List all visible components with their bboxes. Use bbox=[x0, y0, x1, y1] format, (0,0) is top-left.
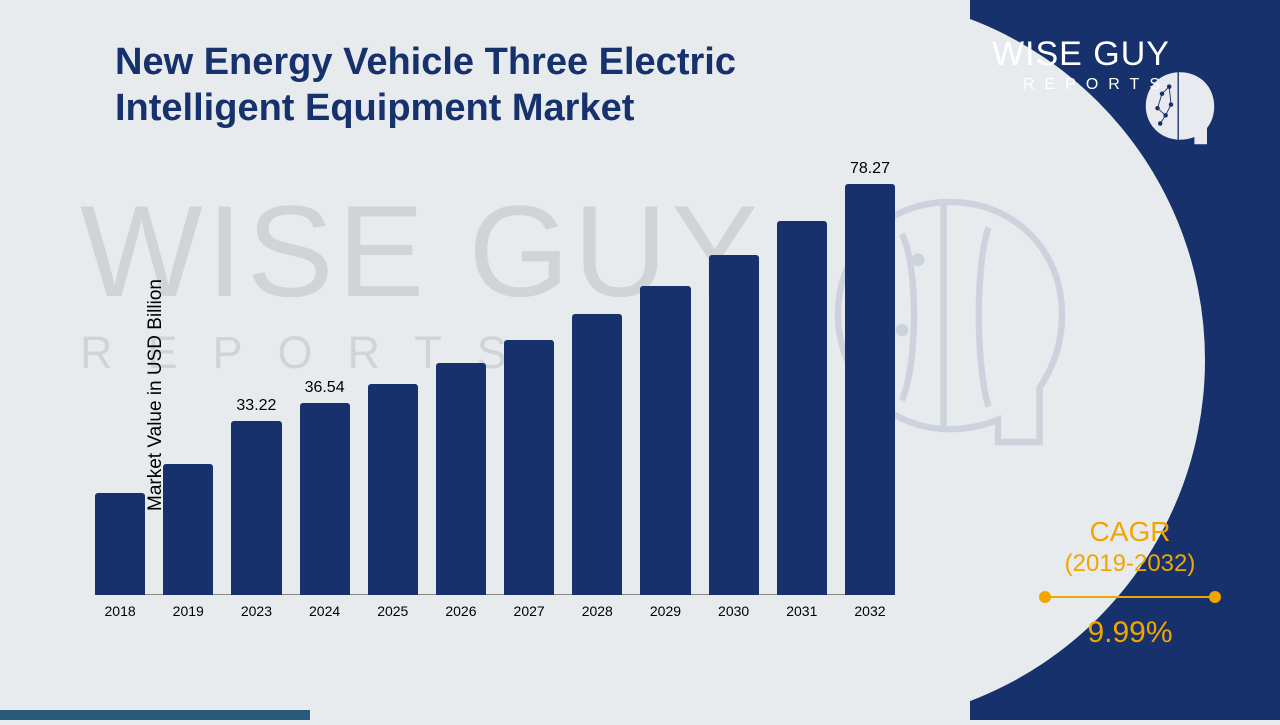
x-tick-label: 2025 bbox=[377, 603, 408, 619]
cagr-block: CAGR (2019-2032) 9.99% bbox=[1020, 516, 1240, 650]
bar-rect bbox=[436, 363, 486, 595]
bar-rect bbox=[845, 184, 895, 595]
chart-title: New Energy Vehicle Three Electric Intell… bbox=[115, 40, 895, 131]
bottom-stripe bbox=[0, 710, 310, 720]
bars-container: 2018 2019 33.222023 36.542024 2025 2026 2027 20… bbox=[95, 175, 895, 595]
x-tick-label: 2019 bbox=[173, 603, 204, 619]
bar-2023: 33.222023 bbox=[231, 421, 281, 595]
x-tick-label: 2023 bbox=[241, 603, 272, 619]
bar-rect bbox=[95, 493, 145, 595]
bar-2029: 2029 bbox=[640, 286, 690, 595]
bar-2025: 2025 bbox=[368, 384, 418, 595]
bar-value-label: 36.54 bbox=[305, 379, 345, 397]
bar-2028: 2028 bbox=[572, 314, 622, 595]
bar-rect bbox=[504, 340, 554, 595]
cagr-range: (2019-2032) bbox=[1020, 550, 1240, 578]
bar-rect bbox=[300, 403, 350, 595]
bar-2019: 2019 bbox=[163, 464, 213, 595]
bar-2026: 2026 bbox=[436, 363, 486, 595]
bar-2032: 78.272032 bbox=[845, 184, 895, 595]
bar-value-label: 33.22 bbox=[236, 397, 276, 415]
cagr-title: CAGR bbox=[1020, 516, 1240, 548]
bar-rect bbox=[572, 314, 622, 595]
x-tick-label: 2028 bbox=[582, 603, 613, 619]
x-tick-label: 2018 bbox=[105, 603, 136, 619]
bar-rect bbox=[640, 286, 690, 595]
x-tick-label: 2026 bbox=[445, 603, 476, 619]
x-tick-label: 2032 bbox=[854, 603, 885, 619]
bar-2018: 2018 bbox=[95, 493, 145, 595]
bar-rect bbox=[368, 384, 418, 595]
bar-rect bbox=[709, 255, 759, 595]
cagr-value: 9.99% bbox=[1020, 616, 1240, 650]
bar-2030: 2030 bbox=[709, 255, 759, 595]
logo-main-text: WISE GUY bbox=[992, 35, 1170, 74]
bar-rect bbox=[777, 221, 827, 595]
bar-2024: 36.542024 bbox=[300, 403, 350, 595]
x-tick-label: 2027 bbox=[514, 603, 545, 619]
brand-logo: WISE GUY REPORTS bbox=[992, 35, 1245, 94]
bar-rect bbox=[163, 464, 213, 595]
logo-sub-text: REPORTS bbox=[992, 76, 1170, 94]
bar-2031: 2031 bbox=[777, 221, 827, 595]
bar-chart: Market Value in USD Billion 2018201933.2… bbox=[85, 165, 905, 625]
x-tick-label: 2029 bbox=[650, 603, 681, 619]
bar-value-label: 78.27 bbox=[850, 160, 890, 178]
x-tick-label: 2024 bbox=[309, 603, 340, 619]
bar-rect bbox=[231, 421, 281, 595]
cagr-divider bbox=[1045, 596, 1215, 598]
x-tick-label: 2031 bbox=[786, 603, 817, 619]
x-tick-label: 2030 bbox=[718, 603, 749, 619]
bar-2027: 2027 bbox=[504, 340, 554, 595]
